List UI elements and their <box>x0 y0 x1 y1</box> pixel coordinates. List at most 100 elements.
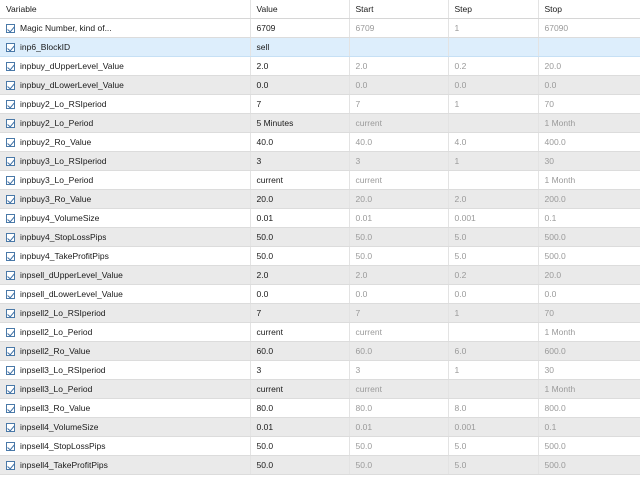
cell-start[interactable]: 50.0 <box>349 246 449 266</box>
cell-value[interactable]: 20.0 <box>250 189 350 209</box>
table-row[interactable]: inpbuy3_Lo_RSIperiod 3 3 1 30 <box>0 151 640 171</box>
table-row[interactable]: inpsell3_Lo_RSIperiod 3 3 1 30 <box>0 360 640 380</box>
cell-value[interactable]: 7 <box>250 303 350 323</box>
cell-stop[interactable]: 70 <box>538 303 640 323</box>
cell-stop[interactable]: 400.0 <box>538 132 640 152</box>
cell-step[interactable]: 1 <box>448 18 539 38</box>
checkbox-checked-icon[interactable] <box>6 289 15 299</box>
cell-stop[interactable]: 20.0 <box>538 56 640 76</box>
table-row[interactable]: inpsell4_TakeProfitPips 50.0 50.0 5.0 500.0 <box>0 455 640 475</box>
checkbox-checked-icon[interactable] <box>6 194 15 204</box>
cell-value[interactable]: 50.0 <box>250 227 350 247</box>
cell-stop[interactable]: 200.0 <box>538 189 640 209</box>
cell-start[interactable]: 0.01 <box>349 417 449 437</box>
table-row[interactable]: inpsell2_Lo_RSIperiod 7 7 1 70 <box>0 303 640 323</box>
cell-stop[interactable]: 0.1 <box>538 208 640 228</box>
cell-variable[interactable]: inpsell2_Ro_Value <box>0 341 251 361</box>
cell-start[interactable]: current <box>349 322 449 342</box>
cell-step[interactable] <box>448 37 539 57</box>
column-header-start[interactable]: Start <box>349 0 449 19</box>
cell-stop[interactable]: 600.0 <box>538 341 640 361</box>
cell-step[interactable]: 0.001 <box>448 208 539 228</box>
checkbox-checked-icon[interactable] <box>6 99 15 109</box>
table-row[interactable]: inpbuy2_Ro_Value 40.0 40.0 4.0 400.0 <box>0 132 640 152</box>
cell-value[interactable]: 80.0 <box>250 398 350 418</box>
checkbox-checked-icon[interactable] <box>6 441 15 451</box>
cell-stop[interactable]: 0.1 <box>538 417 640 437</box>
cell-step[interactable]: 0.001 <box>448 417 539 437</box>
cell-variable[interactable]: inpsell_dUpperLevel_Value <box>0 265 251 285</box>
cell-variable[interactable]: inpsell_dLowerLevel_Value <box>0 284 251 304</box>
cell-stop[interactable]: 800.0 <box>538 398 640 418</box>
cell-value[interactable]: 50.0 <box>250 246 350 266</box>
cell-value[interactable]: 0.0 <box>250 75 350 95</box>
cell-value[interactable]: 2.0 <box>250 265 350 285</box>
table-row[interactable]: inpbuy4_StopLossPips 50.0 50.0 5.0 500.0 <box>0 227 640 247</box>
cell-stop[interactable]: 500.0 <box>538 455 640 475</box>
cell-step[interactable]: 5.0 <box>448 246 539 266</box>
cell-stop[interactable]: 30 <box>538 151 640 171</box>
cell-stop[interactable]: 1 Month <box>538 379 640 399</box>
cell-step[interactable]: 0.2 <box>448 265 539 285</box>
cell-stop[interactable]: 70 <box>538 94 640 114</box>
column-header-variable[interactable]: Variable <box>0 0 251 19</box>
cell-step[interactable]: 0.0 <box>448 75 539 95</box>
checkbox-checked-icon[interactable] <box>6 156 15 166</box>
table-row[interactable]: inpbuy_dLowerLevel_Value 0.0 0.0 0.0 0.0 <box>0 75 640 95</box>
cell-variable[interactable]: inpbuy4_VolumeSize <box>0 208 251 228</box>
checkbox-checked-icon[interactable] <box>6 232 15 242</box>
cell-step[interactable]: 5.0 <box>448 455 539 475</box>
checkbox-checked-icon[interactable] <box>6 118 15 128</box>
table-row[interactable]: inpsell2_Lo_Period current current 1 Month <box>0 322 640 342</box>
cell-value[interactable]: sell <box>250 37 350 57</box>
cell-value[interactable]: 50.0 <box>250 455 350 475</box>
cell-value[interactable]: 0.0 <box>250 284 350 304</box>
cell-variable[interactable]: inpsell4_TakeProfitPips <box>0 455 251 475</box>
cell-variable[interactable]: inpsell4_VolumeSize <box>0 417 251 437</box>
cell-step[interactable]: 6.0 <box>448 341 539 361</box>
cell-step[interactable] <box>448 379 539 399</box>
table-row[interactable]: Magic Number, kind of... 6709 6709 1 67090 <box>0 18 640 38</box>
cell-variable[interactable]: inpbuy3_Lo_Period <box>0 170 251 190</box>
column-header-value[interactable]: Value <box>250 0 350 19</box>
checkbox-checked-icon[interactable] <box>6 422 15 432</box>
cell-start[interactable]: 0.0 <box>349 284 449 304</box>
cell-step[interactable]: 0.2 <box>448 56 539 76</box>
cell-stop[interactable]: 1 Month <box>538 113 640 133</box>
cell-start[interactable]: 7 <box>349 303 449 323</box>
cell-start[interactable]: 60.0 <box>349 341 449 361</box>
cell-variable[interactable]: inpsell3_Ro_Value <box>0 398 251 418</box>
cell-variable[interactable]: inpsell3_Lo_Period <box>0 379 251 399</box>
table-row[interactable]: inpbuy_dUpperLevel_Value 2.0 2.0 0.2 20.0 <box>0 56 640 76</box>
cell-variable[interactable]: inpsell3_Lo_RSIperiod <box>0 360 251 380</box>
checkbox-checked-icon[interactable] <box>6 251 15 261</box>
table-row[interactable]: inpsell_dLowerLevel_Value 0.0 0.0 0.0 0.0 <box>0 284 640 304</box>
cell-step[interactable]: 1 <box>448 94 539 114</box>
checkbox-checked-icon[interactable] <box>6 460 15 470</box>
cell-variable[interactable]: inpbuy4_StopLossPips <box>0 227 251 247</box>
cell-value[interactable]: current <box>250 322 350 342</box>
cell-start[interactable]: 2.0 <box>349 265 449 285</box>
checkbox-checked-icon[interactable] <box>6 175 15 185</box>
cell-start[interactable]: 3 <box>349 360 449 380</box>
checkbox-checked-icon[interactable] <box>6 61 15 71</box>
table-row[interactable]: inpbuy2_Lo_Period 5 Minutes current 1 Month <box>0 113 640 133</box>
cell-step[interactable]: 5.0 <box>448 227 539 247</box>
cell-stop[interactable]: 1 Month <box>538 322 640 342</box>
cell-value[interactable]: 5 Minutes <box>250 113 350 133</box>
cell-start[interactable]: 80.0 <box>349 398 449 418</box>
cell-step[interactable]: 1 <box>448 303 539 323</box>
table-row[interactable]: inpsell3_Lo_Period current current 1 Month <box>0 379 640 399</box>
cell-stop[interactable]: 500.0 <box>538 227 640 247</box>
cell-value[interactable]: 2.0 <box>250 56 350 76</box>
checkbox-checked-icon[interactable] <box>6 270 15 280</box>
checkbox-checked-icon[interactable] <box>6 23 15 33</box>
table-row[interactable]: inpsell4_VolumeSize 0.01 0.01 0.001 0.1 <box>0 417 640 437</box>
cell-start[interactable]: 50.0 <box>349 227 449 247</box>
cell-variable[interactable]: Magic Number, kind of... <box>0 18 251 38</box>
cell-stop[interactable]: 0.0 <box>538 75 640 95</box>
cell-variable[interactable]: inpbuy2_Ro_Value <box>0 132 251 152</box>
cell-value[interactable]: 40.0 <box>250 132 350 152</box>
cell-step[interactable]: 2.0 <box>448 189 539 209</box>
cell-variable[interactable]: inpbuy2_Lo_Period <box>0 113 251 133</box>
